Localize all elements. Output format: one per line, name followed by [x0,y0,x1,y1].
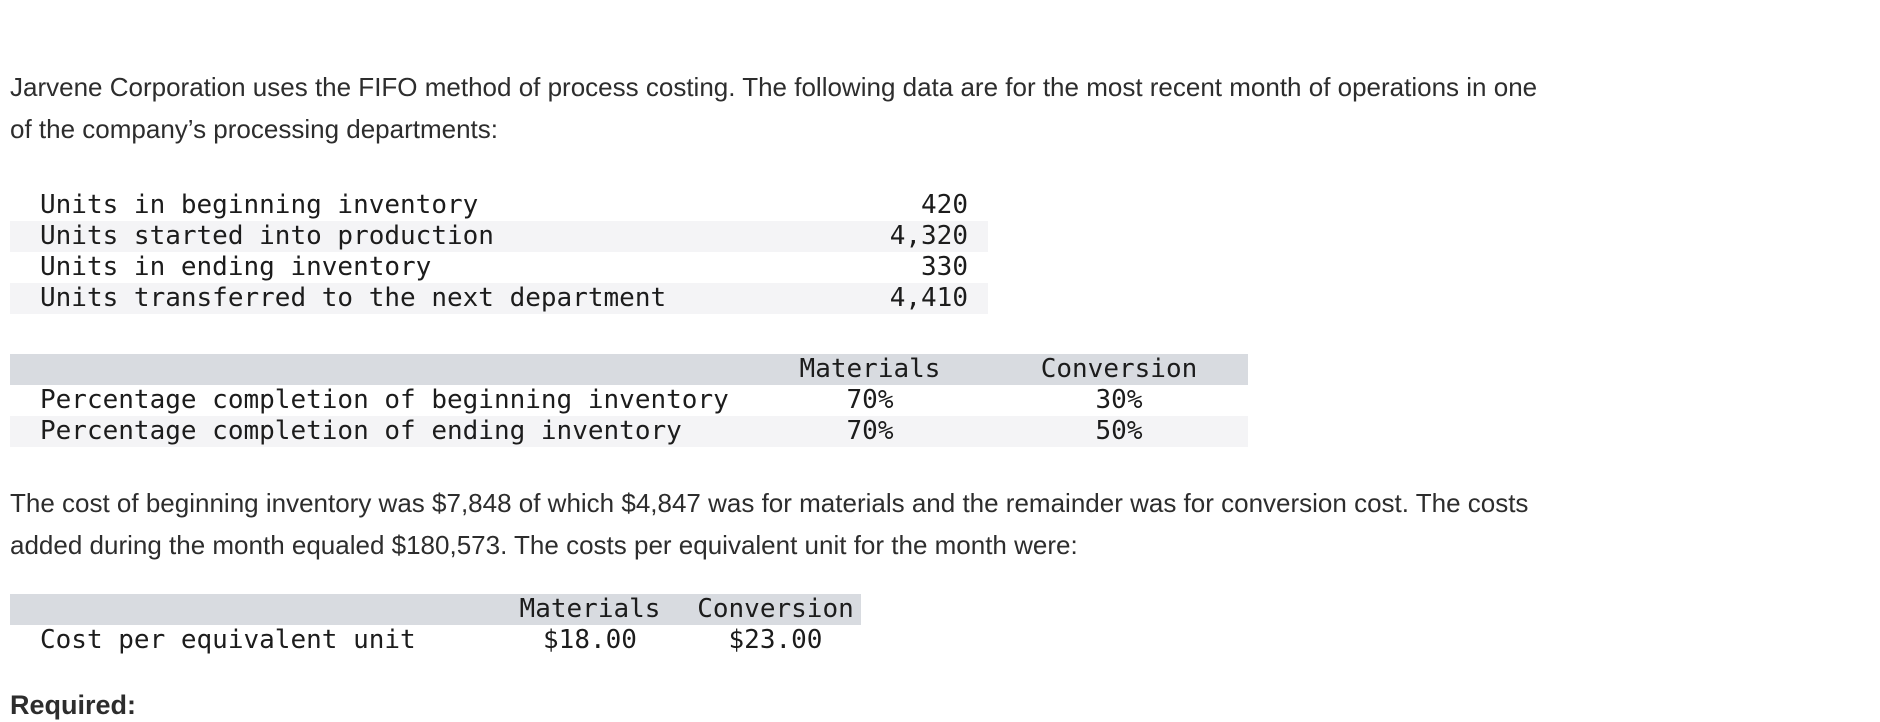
row-value-materials: 70% [846,385,894,415]
cost-table: Materials Conversion Cost per equivalent… [10,594,861,656]
table-row: Units started into production 4,320 [10,221,988,252]
row-label: Cost per equivalent unit [40,625,416,655]
row-value-conversion: 50% [1095,416,1143,446]
completion-table: Materials Conversion Percentage completi… [10,354,1248,447]
table-row: Units in beginning inventory 420 [10,190,988,221]
row-label: Units started into production [40,221,494,251]
row-value-conversion: $23.00 [728,625,823,655]
row-label: Units in beginning inventory [40,190,479,220]
table-row: Units transferred to the next department… [10,283,988,314]
column-header-materials: Materials [519,594,661,624]
row-value-materials: 70% [846,416,894,446]
table-row: Cost per equivalent unit $18.00 $23.00 [10,625,861,656]
row-value-conversion: 30% [1095,385,1143,415]
row-value: 330 [921,252,968,282]
row-label: Percentage completion of ending inventor… [40,416,682,446]
table-row: Percentage completion of ending inventor… [10,416,1248,447]
row-label: Units in ending inventory [40,252,432,282]
row-value: 4,410 [889,283,968,313]
problem-page: Jarvene Corporation uses the FIFO method… [10,0,1872,722]
required-heading: Required: [10,690,137,720]
intro-line-2: of the company’s processing departments: [10,114,499,144]
intro-line-1: Jarvene Corporation uses the FIFO method… [10,72,1538,102]
units-table: Units in beginning inventory 420 Units s… [10,190,988,314]
column-header-conversion: Conversion [1040,354,1198,384]
table-header-row: Materials Conversion [10,354,1248,385]
row-label: Units transferred to the next department [40,283,667,313]
table-header-row: Materials Conversion [10,594,861,625]
row-label: Percentage completion of beginning inven… [40,385,729,415]
row-value-materials: $18.00 [543,625,637,655]
row-value: 4,320 [889,221,968,251]
table-row: Percentage completion of beginning inven… [10,385,1248,416]
column-header-conversion: Conversion [697,594,854,624]
row-value: 420 [921,190,968,220]
column-header-materials: Materials [799,354,941,384]
cost-line-2: added during the month equaled $180,573.… [10,530,1078,560]
table-row: Units in ending inventory 330 [10,252,988,283]
intro-paragraph: Jarvene Corporation uses the FIFO method… [10,66,1872,150]
cost-paragraph: The cost of beginning inventory was $7,8… [10,482,1872,566]
cost-line-1: The cost of beginning inventory was $7,8… [10,488,1529,518]
